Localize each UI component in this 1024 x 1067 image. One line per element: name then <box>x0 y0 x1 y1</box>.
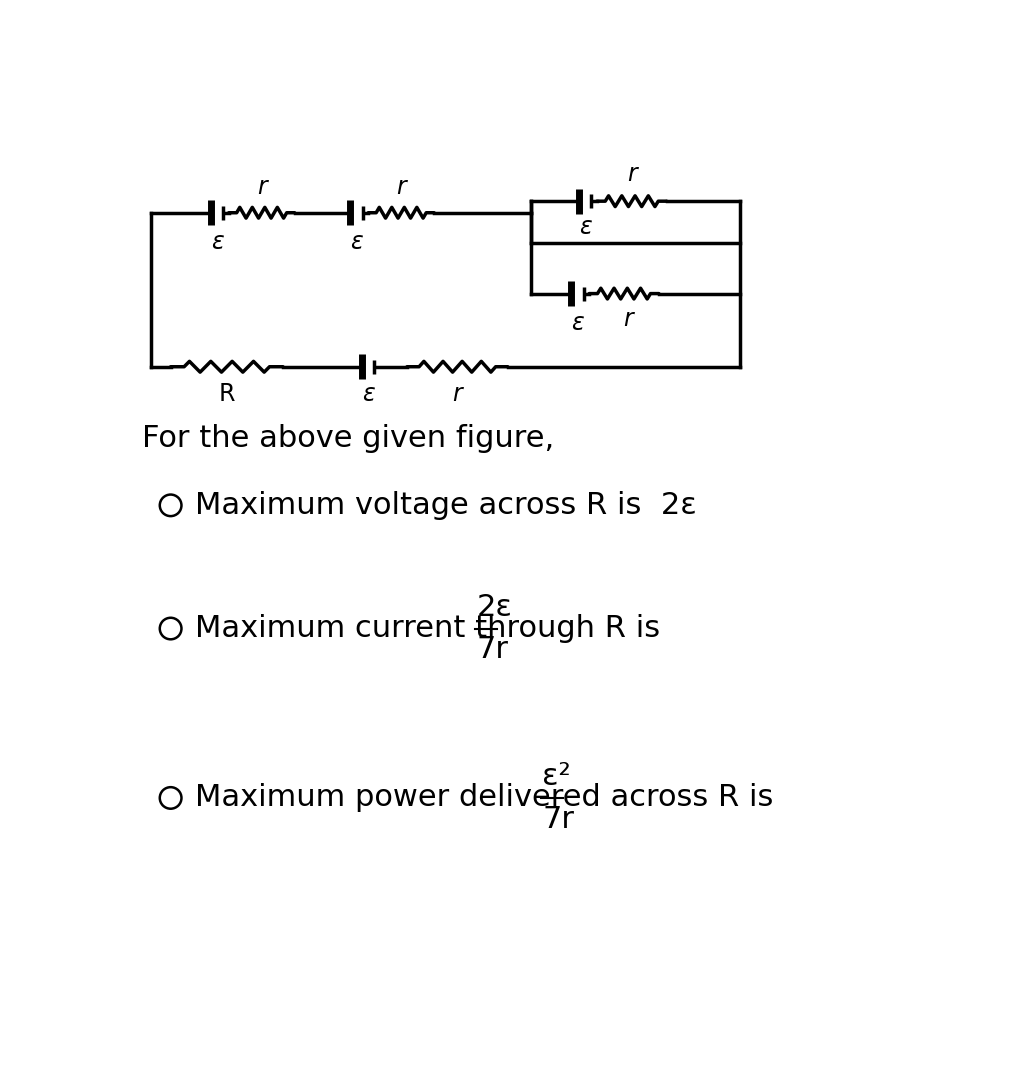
Text: 7r: 7r <box>477 635 509 664</box>
Text: r: r <box>453 382 462 407</box>
Text: ε²: ε² <box>543 762 571 792</box>
Text: ε: ε <box>211 229 223 254</box>
Text: R: R <box>218 382 236 407</box>
Text: ε: ε <box>350 229 362 254</box>
Text: r: r <box>257 175 266 198</box>
Text: ε: ε <box>571 310 584 335</box>
Text: Maximum current through R is: Maximum current through R is <box>196 614 680 643</box>
Text: ε: ε <box>579 216 592 239</box>
Text: r: r <box>627 162 637 186</box>
Text: r: r <box>396 175 407 198</box>
Text: 7r: 7r <box>543 805 574 833</box>
Text: Maximum power delivered across R is: Maximum power delivered across R is <box>196 783 794 812</box>
Text: ε: ε <box>361 382 375 407</box>
Text: 2ε: 2ε <box>477 593 513 622</box>
Text: Maximum voltage across R is  2ε: Maximum voltage across R is 2ε <box>196 491 697 520</box>
Text: For the above given figure,: For the above given figure, <box>142 425 554 453</box>
Text: r: r <box>623 307 633 332</box>
